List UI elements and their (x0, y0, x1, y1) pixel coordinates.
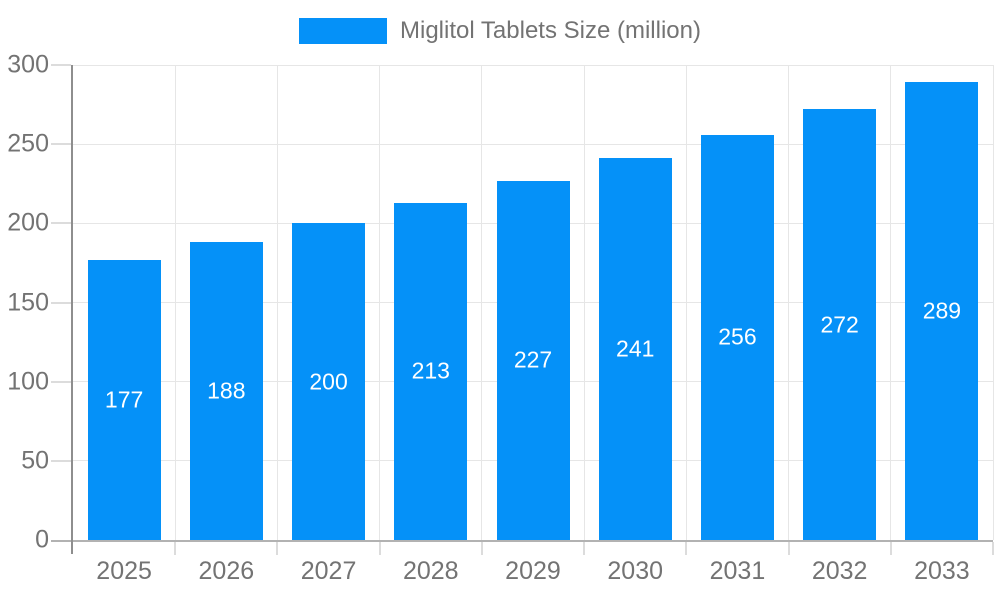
y-gridline (73, 64, 993, 66)
bar-2030: 241 (598, 158, 672, 540)
y-axis-tick-label: 100 (7, 367, 49, 396)
bar-2027: 200 (292, 223, 366, 540)
bar-value-label: 188 (207, 377, 246, 404)
x-gridline (276, 65, 278, 540)
x-axis-tick-label: 2030 (607, 557, 664, 585)
x-tick (378, 542, 381, 555)
x-tick (787, 542, 790, 555)
x-tick (276, 542, 279, 555)
y-tick (51, 222, 71, 225)
bar-value-label: 227 (513, 346, 553, 373)
bar-2033: 289 (905, 82, 979, 540)
x-gridline (379, 65, 381, 540)
chart-legend[interactable]: Miglitol Tablets Size (million) (0, 18, 1000, 44)
x-axis-tick-label: 2031 (709, 557, 766, 585)
x-gridline (992, 65, 994, 540)
x-gridline (481, 65, 483, 540)
x-gridline (685, 65, 687, 540)
bar-2025: 177 (87, 259, 161, 540)
bar-2031: 256 (700, 134, 774, 540)
bar-value-label: 200 (309, 368, 348, 395)
bar-2029: 227 (496, 180, 570, 540)
x-axis-tick-label: 2033 (914, 557, 970, 585)
bar-value-label: 241 (616, 335, 655, 362)
x-axis-tick-label: 2027 (300, 557, 357, 585)
x-axis-tick-label: 2032 (811, 557, 868, 585)
y-tick (51, 64, 71, 66)
legend-label: Miglitol Tablets Size (million) (400, 17, 701, 44)
x-tick (480, 542, 483, 555)
y-tick (51, 143, 71, 146)
plot-area: 0 50 100 150 200 250 300 177 2025 188 2026 200 2027 2… (7, 52, 994, 584)
x-axis-tick-label: 2029 (505, 557, 561, 585)
x-gridline (174, 65, 176, 540)
bar-value-label: 272 (820, 311, 859, 338)
x-gridline (583, 65, 585, 540)
legend-swatch-icon (299, 18, 387, 44)
bar-value-label: 213 (411, 357, 450, 384)
y-tick (51, 301, 71, 304)
y-gridline (73, 143, 993, 145)
x-axis-line (51, 540, 993, 542)
bar-2032: 272 (803, 109, 877, 540)
bar-value-label: 256 (718, 323, 757, 350)
x-tick (685, 542, 688, 555)
y-tick (51, 459, 71, 462)
y-axis-tick-label: 250 (7, 129, 49, 158)
x-axis-tick-label: 2026 (198, 557, 255, 585)
y-axis-line (71, 65, 73, 554)
x-tick (889, 542, 892, 555)
y-tick (51, 380, 71, 383)
x-tick (992, 542, 994, 555)
y-axis-tick-label: 200 (7, 208, 49, 237)
x-gridline (788, 65, 790, 540)
bar-value-label: 289 (922, 297, 962, 324)
bar-2026: 188 (189, 242, 263, 540)
x-axis-tick-label: 2025 (96, 557, 152, 585)
bar-2028: 213 (394, 202, 468, 540)
x-tick (174, 542, 177, 555)
x-axis-tick-label: 2028 (402, 557, 459, 585)
x-tick (583, 542, 586, 555)
y-axis-tick-label: 50 (21, 446, 49, 475)
y-axis-tick-label: 150 (7, 288, 49, 316)
y-axis-tick-label: 0 (35, 525, 49, 554)
y-axis-tick-label: 300 (7, 50, 49, 79)
x-gridline (890, 65, 892, 540)
bar-value-label: 177 (104, 386, 144, 413)
